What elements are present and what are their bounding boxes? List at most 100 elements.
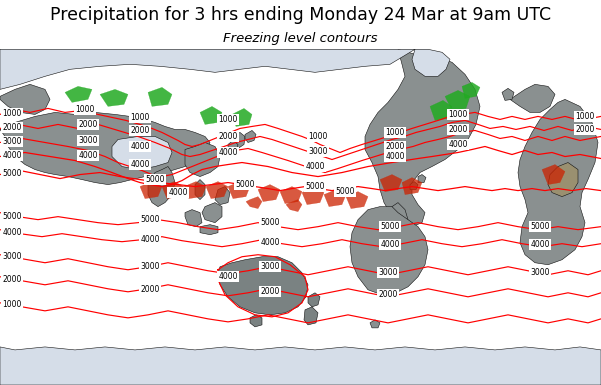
Polygon shape	[0, 347, 601, 385]
Polygon shape	[185, 142, 220, 177]
Text: 2000: 2000	[2, 275, 22, 284]
Polygon shape	[246, 197, 262, 209]
Text: 5000: 5000	[305, 182, 325, 191]
Polygon shape	[0, 112, 210, 184]
Polygon shape	[542, 164, 565, 184]
Polygon shape	[510, 84, 555, 112]
Text: 5000: 5000	[335, 187, 355, 196]
Polygon shape	[228, 182, 250, 199]
Polygon shape	[202, 203, 222, 223]
Polygon shape	[0, 49, 415, 89]
Text: 4000: 4000	[78, 151, 98, 160]
Polygon shape	[258, 184, 280, 202]
Text: 3000: 3000	[2, 252, 22, 261]
Text: 4000: 4000	[130, 142, 150, 151]
Polygon shape	[228, 141, 238, 154]
Polygon shape	[148, 87, 172, 106]
Text: 1000: 1000	[2, 300, 22, 309]
Text: Precipitation for 3 hrs ending Monday 24 Mar at 9am UTC: Precipitation for 3 hrs ending Monday 24…	[50, 6, 551, 24]
Polygon shape	[304, 307, 318, 325]
Text: 4000: 4000	[130, 160, 150, 169]
Polygon shape	[302, 187, 324, 204]
Text: 4000: 4000	[218, 148, 238, 157]
Text: 2000: 2000	[130, 126, 150, 135]
Polygon shape	[140, 182, 162, 199]
Text: 4000: 4000	[2, 151, 22, 160]
Polygon shape	[280, 187, 302, 204]
Text: 4000: 4000	[385, 152, 404, 161]
Text: 4000: 4000	[140, 235, 160, 244]
Text: 3000: 3000	[2, 137, 22, 146]
Text: 3000: 3000	[260, 262, 279, 271]
Text: 3000: 3000	[308, 147, 328, 156]
Text: 4000: 4000	[218, 272, 238, 281]
Polygon shape	[65, 86, 92, 102]
Text: 5000: 5000	[140, 215, 160, 224]
Polygon shape	[245, 131, 256, 142]
Polygon shape	[412, 49, 450, 76]
Text: 1000: 1000	[2, 109, 22, 118]
Text: 5000: 5000	[260, 218, 279, 227]
Polygon shape	[100, 89, 128, 106]
Polygon shape	[308, 293, 320, 307]
Text: 1000: 1000	[385, 128, 404, 137]
Text: 1000: 1000	[308, 132, 328, 141]
Text: 2000: 2000	[140, 285, 160, 294]
Polygon shape	[162, 182, 184, 199]
Text: 1000: 1000	[448, 110, 468, 119]
Text: 1000: 1000	[75, 105, 95, 114]
Text: 4000: 4000	[380, 240, 400, 249]
Polygon shape	[200, 225, 218, 235]
Text: 2000: 2000	[385, 142, 404, 151]
Polygon shape	[206, 182, 228, 199]
Text: 4000: 4000	[168, 188, 188, 197]
Text: 2000: 2000	[378, 290, 398, 299]
Polygon shape	[380, 174, 402, 192]
Text: 4000: 4000	[2, 228, 22, 237]
Polygon shape	[0, 84, 50, 114]
Polygon shape	[184, 182, 206, 199]
Polygon shape	[232, 132, 245, 149]
Polygon shape	[462, 82, 480, 99]
Polygon shape	[518, 99, 598, 265]
Text: 3000: 3000	[530, 268, 550, 277]
Text: 3000: 3000	[378, 268, 398, 277]
Text: 4000: 4000	[448, 140, 468, 149]
Polygon shape	[346, 192, 368, 209]
Text: 5000: 5000	[235, 180, 255, 189]
Polygon shape	[445, 90, 470, 110]
Polygon shape	[200, 106, 222, 124]
Polygon shape	[502, 89, 514, 100]
Text: 1000: 1000	[218, 115, 237, 124]
Text: 2000: 2000	[218, 132, 237, 141]
Polygon shape	[370, 320, 380, 328]
Polygon shape	[410, 182, 418, 189]
Polygon shape	[548, 162, 578, 197]
Text: 1000: 1000	[130, 113, 150, 122]
Polygon shape	[402, 177, 422, 194]
Polygon shape	[232, 109, 252, 126]
Text: Freezing level contours: Freezing level contours	[223, 32, 378, 45]
Polygon shape	[195, 179, 205, 199]
Polygon shape	[148, 167, 175, 207]
Polygon shape	[365, 49, 480, 227]
Text: 3000: 3000	[140, 262, 160, 271]
Text: 5000: 5000	[145, 175, 165, 184]
Polygon shape	[350, 207, 428, 295]
Text: 1000: 1000	[575, 112, 594, 121]
Polygon shape	[324, 189, 346, 207]
Polygon shape	[430, 100, 452, 121]
Polygon shape	[215, 187, 230, 204]
Polygon shape	[250, 315, 262, 327]
Text: 4000: 4000	[260, 238, 279, 247]
Polygon shape	[390, 203, 408, 227]
Text: 5000: 5000	[530, 222, 550, 231]
Text: 2000: 2000	[448, 125, 468, 134]
Text: 2000: 2000	[2, 123, 22, 132]
Text: 4000: 4000	[305, 162, 325, 171]
Text: 2000: 2000	[575, 125, 594, 134]
Text: 2000: 2000	[78, 120, 98, 129]
Polygon shape	[218, 257, 308, 315]
Polygon shape	[112, 136, 172, 169]
Text: 2000: 2000	[260, 287, 279, 296]
